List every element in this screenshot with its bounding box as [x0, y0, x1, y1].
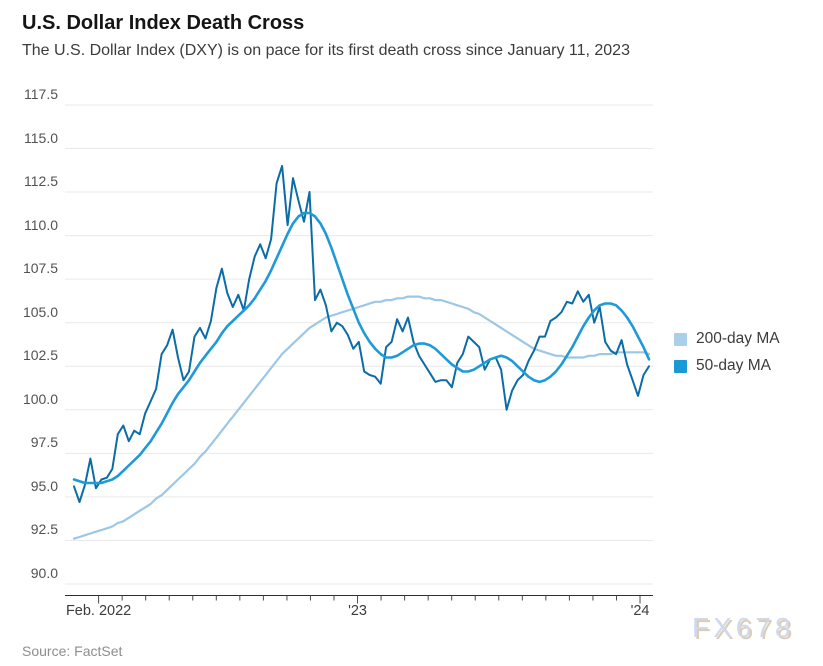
y-axis-label: 92.5 — [30, 521, 58, 538]
ma200-line — [72, 295, 651, 540]
y-axis-label: 90.0 — [30, 565, 58, 581]
y-axis-label: 112.5 — [24, 173, 58, 190]
x-axis-label: Feb. 2022 — [65, 603, 132, 619]
y-axis-label: 97.5 — [30, 434, 58, 451]
legend-label-50day-ma: 50-day MA — [696, 357, 771, 374]
source-attribution: Source: FactSet — [22, 643, 123, 659]
ma50-line — [72, 211, 651, 485]
y-axis-label: 102.5 — [22, 347, 58, 364]
x-axis-label: '24 — [630, 603, 650, 619]
dxy-line — [73, 164, 650, 504]
chart-subtitle: The U.S. Dollar Index (DXY) is on pace f… — [22, 42, 630, 59]
y-axis-label: 117.5 — [24, 85, 58, 102]
legend-swatch-50day-ma — [674, 359, 687, 373]
legend-row-200day: 200-day MA — [674, 330, 780, 348]
watermark-fx678: FX678 — [692, 612, 795, 643]
y-axis-label: 115.0 — [24, 129, 58, 146]
y-axis-label: 100.0 — [22, 390, 58, 407]
chart-title: U.S. Dollar Index Death Cross — [22, 12, 305, 34]
y-axis-label: 95.0 — [30, 477, 58, 494]
y-axis-label: 110.0 — [24, 216, 58, 233]
legend-swatch-200day-ma — [674, 332, 687, 346]
y-axis-label: 105.0 — [22, 303, 58, 320]
chart-legend: 200-day MA 50-day MA — [674, 330, 780, 384]
y-axis-label: 107.5 — [22, 260, 58, 277]
x-axis-label: '23 — [348, 603, 367, 619]
legend-label-200day-ma: 200-day MA — [696, 330, 780, 347]
legend-row-50day: 50-day MA — [674, 357, 780, 375]
